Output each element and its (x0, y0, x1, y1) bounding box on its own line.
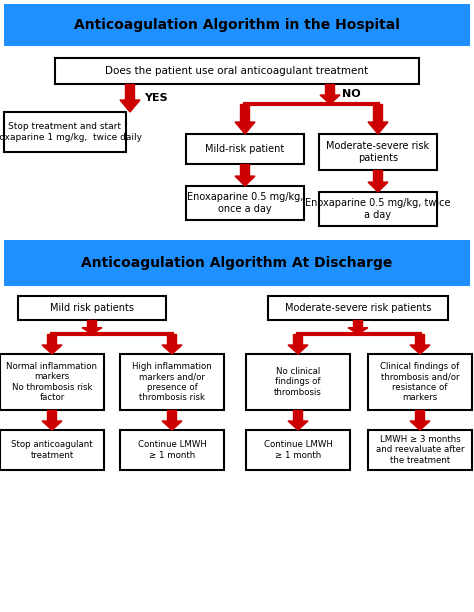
FancyBboxPatch shape (18, 296, 166, 320)
Polygon shape (416, 410, 425, 421)
Polygon shape (42, 421, 62, 430)
Polygon shape (368, 182, 388, 192)
Polygon shape (162, 421, 182, 430)
Polygon shape (82, 327, 102, 334)
Text: Enoxaparine 0.5 mg/kg, twice
a day: Enoxaparine 0.5 mg/kg, twice a day (305, 198, 451, 220)
FancyBboxPatch shape (268, 296, 448, 320)
Polygon shape (162, 345, 182, 354)
FancyBboxPatch shape (319, 134, 437, 170)
Text: Continue LMWH
≥ 1 month: Continue LMWH ≥ 1 month (264, 440, 332, 460)
Polygon shape (374, 170, 383, 182)
FancyBboxPatch shape (4, 240, 470, 286)
Polygon shape (240, 104, 249, 122)
FancyBboxPatch shape (4, 4, 470, 46)
Text: Anticoagulation Algorithm in the Hospital: Anticoagulation Algorithm in the Hospita… (74, 18, 400, 32)
Text: Stop anticoagulant
treatment: Stop anticoagulant treatment (11, 440, 93, 460)
Text: YES: YES (144, 93, 168, 103)
Polygon shape (293, 410, 302, 421)
Text: Moderate-severe risk
patients: Moderate-severe risk patients (327, 141, 429, 163)
Polygon shape (167, 334, 176, 345)
FancyBboxPatch shape (0, 430, 104, 470)
Polygon shape (293, 334, 302, 345)
Text: Anticoagulation Algorithm At Discharge: Anticoagulation Algorithm At Discharge (82, 256, 392, 270)
Polygon shape (167, 410, 176, 421)
Text: Enoxaparine 0.5 mg/kg,
once a day: Enoxaparine 0.5 mg/kg, once a day (187, 192, 303, 214)
Text: Continue LMWH
≥ 1 month: Continue LMWH ≥ 1 month (137, 440, 207, 460)
Polygon shape (320, 95, 340, 104)
Polygon shape (47, 410, 56, 421)
Polygon shape (240, 164, 249, 176)
FancyBboxPatch shape (55, 58, 419, 84)
Polygon shape (42, 345, 62, 354)
Text: Normal inflammation
markers
No thrombosis risk
factor: Normal inflammation markers No thrombosi… (7, 362, 98, 402)
Text: Mild risk patients: Mild risk patients (50, 303, 134, 313)
Text: High inflammation
markers and/or
presence of
thrombosis risk: High inflammation markers and/or presenc… (132, 362, 212, 402)
FancyBboxPatch shape (186, 134, 304, 164)
Polygon shape (47, 334, 56, 345)
FancyBboxPatch shape (4, 112, 126, 152)
Polygon shape (288, 421, 308, 430)
Polygon shape (410, 345, 430, 354)
Polygon shape (235, 122, 255, 134)
Polygon shape (326, 84, 335, 95)
Text: NO: NO (342, 89, 361, 99)
Polygon shape (410, 421, 430, 430)
Text: LMWH ≥ 3 months
and reevaluate after
the treatment: LMWH ≥ 3 months and reevaluate after the… (376, 435, 464, 465)
Polygon shape (235, 176, 255, 186)
FancyBboxPatch shape (368, 430, 472, 470)
Polygon shape (368, 122, 388, 134)
Text: Clinical findings of
thrombosis and/or
resistance of
markers: Clinical findings of thrombosis and/or r… (380, 362, 460, 402)
FancyBboxPatch shape (246, 430, 350, 470)
FancyBboxPatch shape (186, 186, 304, 220)
Text: Mild-risk patient: Mild-risk patient (205, 144, 284, 154)
FancyBboxPatch shape (368, 354, 472, 410)
Polygon shape (88, 320, 97, 327)
Text: Stop treatment and start
enoxaparine 1 mg/kg,  twice daily: Stop treatment and start enoxaparine 1 m… (0, 122, 142, 142)
FancyBboxPatch shape (246, 354, 350, 410)
FancyBboxPatch shape (120, 354, 224, 410)
Polygon shape (416, 334, 425, 345)
FancyBboxPatch shape (0, 354, 104, 410)
Polygon shape (348, 327, 368, 334)
Polygon shape (374, 104, 383, 122)
Polygon shape (126, 84, 135, 100)
Text: Does the patient use oral anticoagulant treatment: Does the patient use oral anticoagulant … (105, 66, 369, 76)
Text: Moderate-severe risk patients: Moderate-severe risk patients (285, 303, 431, 313)
FancyBboxPatch shape (319, 192, 437, 226)
Text: No clinical
findings of
thrombosis: No clinical findings of thrombosis (274, 367, 322, 397)
Polygon shape (120, 100, 140, 112)
FancyBboxPatch shape (120, 430, 224, 470)
Polygon shape (354, 320, 363, 327)
Polygon shape (288, 345, 308, 354)
